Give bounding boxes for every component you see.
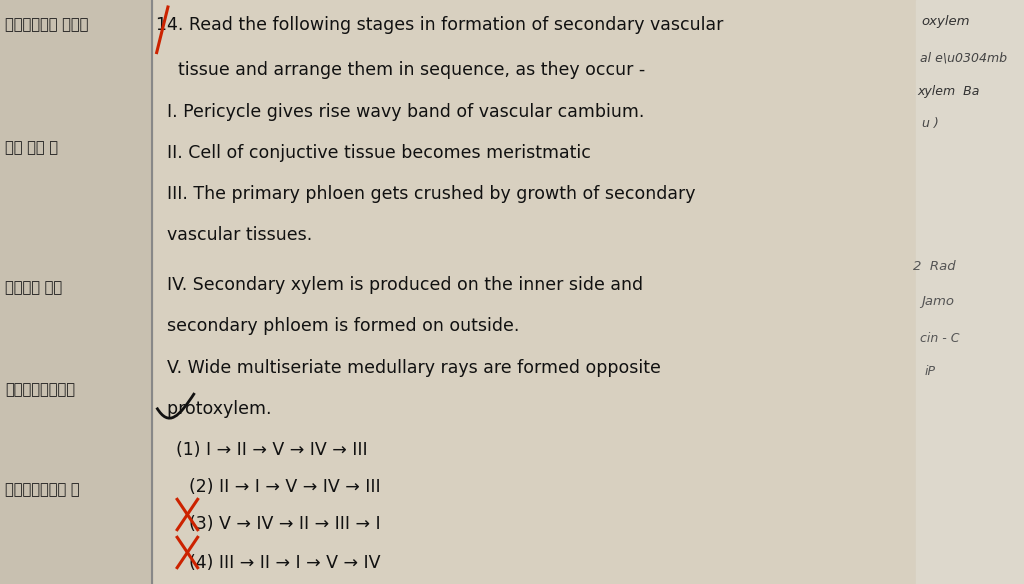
Text: secondary phloem is formed on outside.: secondary phloem is formed on outside.	[156, 317, 519, 335]
Text: al e\u0304mb: al e\u0304mb	[920, 51, 1007, 64]
Text: vascular tissues.: vascular tissues.	[156, 226, 312, 244]
Text: xylem  Ba: xylem Ba	[918, 85, 980, 98]
Text: iP: iP	[925, 365, 936, 378]
Bar	[916, 0, 1024, 584]
Text: protoxylem.: protoxylem.	[156, 400, 271, 418]
Text: IV. Secondary xylem is produced on the inner side and: IV. Secondary xylem is produced on the i…	[156, 276, 643, 294]
Bar	[0, 0, 152, 584]
Text: tissue and arrange them in sequence, as they occur -: tissue and arrange them in sequence, as …	[156, 61, 645, 79]
Text: II. Cell of conjuctive tissue becomes meristmatic: II. Cell of conjuctive tissue becomes me…	[156, 144, 591, 162]
Text: u ): u )	[922, 117, 938, 130]
Text: 2  Rad: 2 Rad	[913, 260, 956, 273]
Text: नष्ट कर: नष्ट कर	[5, 280, 62, 296]
Text: (4) III → II → I → V → IV: (4) III → II → I → V → IV	[189, 554, 381, 572]
Text: 14. Read the following stages in formation of secondary vascular: 14. Read the following stages in formati…	[156, 16, 723, 34]
Text: Jamo: Jamo	[922, 295, 954, 308]
Text: I. Pericycle gives rise wavy band of vascular cambium.: I. Pericycle gives rise wavy band of vas…	[156, 103, 644, 121]
Text: (3) V → IV → II → III → I: (3) V → IV → II → III → I	[189, 515, 381, 533]
Text: (1) I → II → V → IV → III: (1) I → II → V → IV → III	[176, 441, 368, 459]
Text: (2) II → I → V → IV → III: (2) II → I → V → IV → III	[189, 478, 381, 496]
Text: cin - C: cin - C	[920, 332, 959, 345]
Text: द्वितीयक: द्वितीयक	[5, 383, 75, 398]
Text: पाढ़िए तथा: पाढ़िए तथा	[5, 18, 88, 33]
Text: V. Wide multiseriate medullary rays are formed opposite: V. Wide multiseriate medullary rays are …	[156, 359, 660, 377]
Text: नी है ।: नी है ।	[5, 140, 58, 155]
Text: oxylem: oxylem	[922, 15, 970, 27]
Text: निर्मित ।: निर्मित ।	[5, 482, 80, 497]
Text: III. The primary phloen gets crushed by growth of secondary: III. The primary phloen gets crushed by …	[156, 185, 695, 203]
